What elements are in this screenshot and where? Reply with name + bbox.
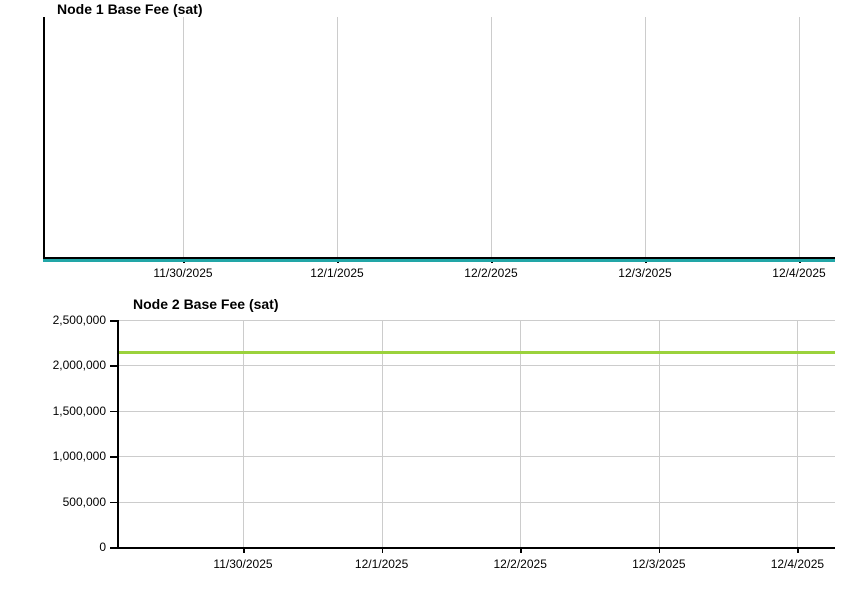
x-tick-label: 12/1/2025 xyxy=(310,266,364,280)
y-tick xyxy=(110,410,117,413)
node1-chart-title: Node 1 Base Fee (sat) xyxy=(57,1,203,17)
y-tick-label: 1,500,000 xyxy=(52,403,106,418)
series-line xyxy=(43,259,835,262)
y-tick xyxy=(110,320,117,322)
h-gridline xyxy=(117,456,835,458)
y-tick xyxy=(110,365,117,367)
v-gridline xyxy=(520,320,522,547)
x-tick-label: 11/30/2025 xyxy=(153,266,213,280)
series-line xyxy=(117,350,835,354)
y-tick-label: 2,500,000 xyxy=(52,313,106,327)
v-gridline xyxy=(381,320,383,547)
x-tick-label: 12/2/2025 xyxy=(493,557,547,571)
x-tick xyxy=(520,547,522,553)
h-gridline xyxy=(117,365,835,367)
y-tick-label: 500,000 xyxy=(62,494,106,509)
x-tick-label: 12/3/2025 xyxy=(632,557,686,571)
v-gridline xyxy=(799,17,800,257)
y-tick xyxy=(110,501,117,504)
x-tick xyxy=(381,547,384,553)
x-tick-label: 12/4/2025 xyxy=(772,266,826,280)
y-tick xyxy=(110,547,117,549)
x-tick-label: 12/1/2025 xyxy=(354,557,409,571)
v-gridline xyxy=(491,17,492,257)
x-tick xyxy=(658,547,661,553)
h-gridline xyxy=(117,501,835,503)
v-gridline xyxy=(797,320,799,547)
v-gridline xyxy=(645,17,646,257)
v-gridline xyxy=(183,17,184,257)
x-tick xyxy=(797,547,799,553)
y-tick-label: 0 xyxy=(99,540,106,554)
x-axis-line xyxy=(43,257,835,259)
v-gridline xyxy=(337,17,338,257)
h-gridline xyxy=(117,410,835,412)
x-axis-line xyxy=(117,547,835,549)
v-gridline xyxy=(658,320,660,547)
y-tick xyxy=(110,456,117,458)
node2-chart-title: Node 2 Base Fee (sat) xyxy=(133,296,279,312)
x-tick-label: 11/30/2025 xyxy=(213,557,273,571)
x-tick-label: 12/2/2025 xyxy=(464,266,518,280)
v-gridline xyxy=(243,320,244,547)
h-gridline xyxy=(117,320,835,321)
y-tick-label: 1,000,000 xyxy=(52,449,106,464)
y-axis-line xyxy=(117,320,119,549)
y-axis-line xyxy=(43,17,45,259)
x-tick xyxy=(243,547,245,553)
x-tick-label: 12/3/2025 xyxy=(618,266,672,280)
y-tick-label: 2,000,000 xyxy=(52,358,106,373)
x-tick-label: 12/4/2025 xyxy=(770,557,825,571)
